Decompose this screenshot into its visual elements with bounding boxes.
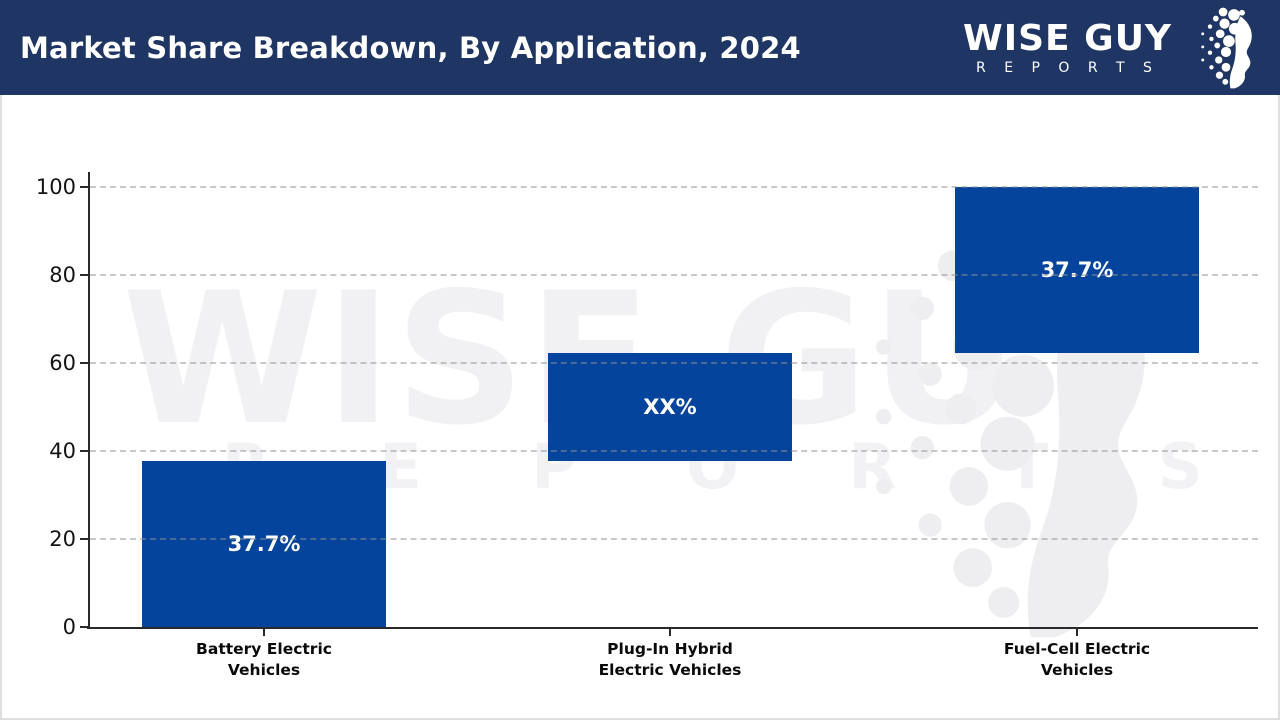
y-axis-tick-mark	[80, 626, 88, 628]
gridline-y40	[90, 450, 1258, 452]
y-axis-line	[88, 172, 90, 629]
x-axis-tick-mark	[1076, 629, 1078, 636]
y-axis-tick-mark	[80, 274, 88, 276]
bar-value-label: 37.7%	[227, 532, 301, 557]
x-axis-category-label: Plug-In Hybrid Electric Vehicles	[510, 639, 830, 681]
bar-segment: XX%	[548, 352, 792, 462]
bar-segment: 37.7%	[955, 187, 1199, 353]
brand-logo-text: WISE GUY R E P O R T S	[962, 17, 1172, 76]
y-axis-tick-label: 100	[35, 175, 76, 199]
bar-value-label: XX%	[643, 394, 697, 419]
chart-title: Market Share Breakdown, By Application, …	[20, 30, 801, 65]
x-axis-category-line: Plug-In Hybrid	[607, 640, 733, 658]
dotted-head-icon	[1201, 7, 1252, 88]
x-axis-category-line: Vehicles	[1040, 661, 1114, 679]
gridline-y100	[90, 186, 1258, 188]
x-axis-line	[87, 627, 1258, 629]
y-axis-tick-label: 80	[49, 263, 76, 287]
brand-subname: R E P O R T S	[976, 59, 1159, 76]
header-bar: Market Share Breakdown, By Application, …	[0, 0, 1280, 95]
y-axis-tick-mark	[80, 362, 88, 364]
x-axis-category-line: Battery Electric	[196, 640, 332, 658]
x-axis-tick-mark	[669, 629, 671, 636]
y-axis-tick-mark	[80, 450, 88, 452]
brand-name: WISE GUY	[962, 17, 1172, 59]
bar-segment: 37.7%	[142, 461, 386, 627]
y-axis-tick-mark	[80, 186, 88, 188]
y-axis-tick-label: 0	[62, 615, 76, 639]
gridline-y20	[90, 538, 1258, 540]
x-axis-category-line: Fuel-Cell Electric	[1003, 640, 1151, 658]
x-axis-category-label: Battery Electric Vehicles	[104, 639, 424, 681]
x-axis-category-label: Fuel-Cell Electric Vehicles	[917, 639, 1237, 681]
bar-value-label: 37.7%	[1040, 257, 1114, 282]
y-axis-tick-label: 20	[49, 527, 76, 551]
y-axis-tick-label: 40	[49, 439, 76, 463]
y-axis-tick-label: 60	[49, 351, 76, 375]
gridline-y60	[90, 362, 1258, 364]
x-axis-tick-mark	[263, 629, 265, 636]
y-axis-tick-mark	[80, 538, 88, 540]
x-axis-category-line: Vehicles	[227, 661, 301, 679]
x-axis-category-line: Electric Vehicles	[598, 661, 742, 679]
brand-logo: WISE GUY R E P O R T S	[963, 6, 1258, 90]
gridline-y80	[90, 274, 1258, 276]
